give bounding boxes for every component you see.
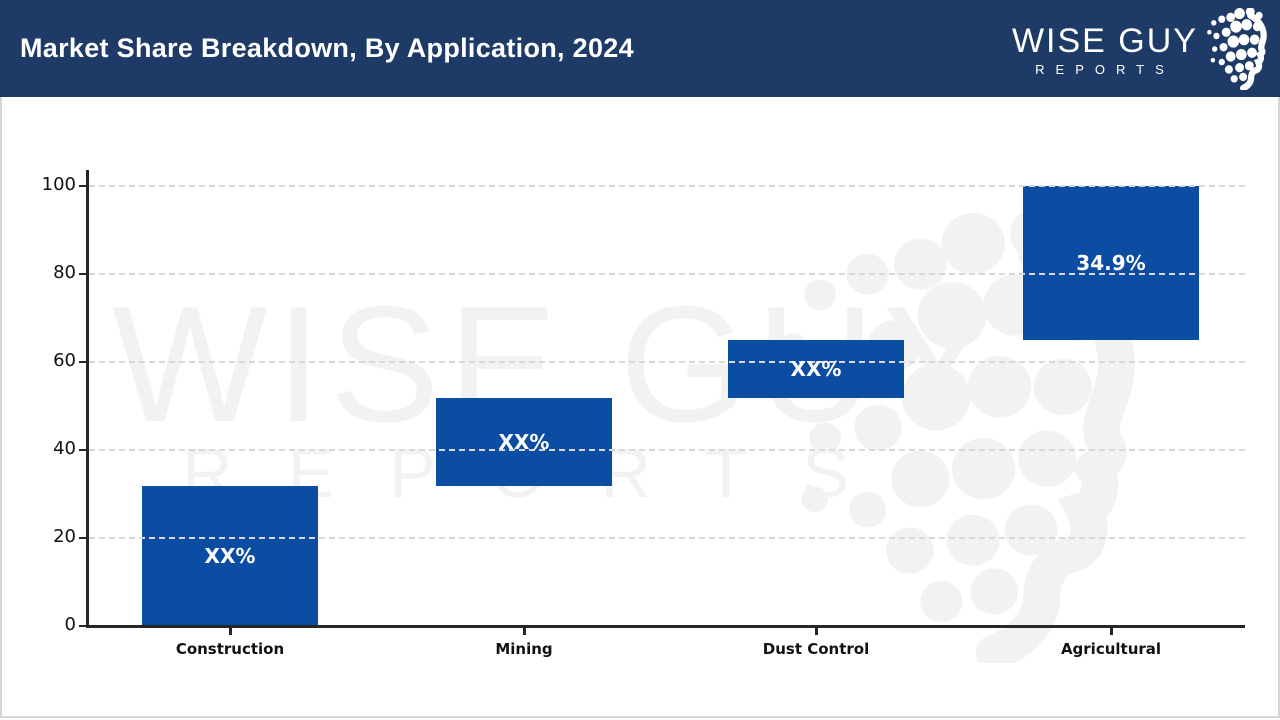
y-tick-label-0: 0 <box>64 614 76 635</box>
x-axis-label-construction: Construction <box>175 640 285 658</box>
y-tick-label-20: 20 <box>53 526 76 547</box>
y-tick-label-80: 80 <box>53 262 76 283</box>
y-tick-label-60: 60 <box>53 350 76 371</box>
bar-construction <box>142 486 318 626</box>
y-tick-20 <box>79 537 88 539</box>
y-tick-label-40: 40 <box>53 438 76 459</box>
wise-guy-logo: WISE GUY REPORTS <box>1012 6 1268 92</box>
y-tick-0 <box>79 625 88 627</box>
x-axis-label-dust-control: Dust Control <box>762 640 870 658</box>
logo-subtitle: REPORTS <box>1035 61 1175 77</box>
x-axis-label-agricultural: Agricultural <box>1060 640 1162 658</box>
logo-name: WISE GUY <box>1011 21 1198 60</box>
y-tick-80 <box>79 273 88 275</box>
bar-dust-control <box>728 339 904 399</box>
gridline-80 <box>89 273 1245 275</box>
y-tick-40 <box>79 449 88 451</box>
bar-agricultural <box>1023 186 1199 340</box>
y-axis-line <box>86 170 89 628</box>
gridline-60 <box>89 361 1245 363</box>
gridline-40 <box>89 449 1245 451</box>
x-tick-dust-control <box>815 628 818 635</box>
y-tick-label-100: 100 <box>41 174 76 195</box>
logo-text: WISE GUY REPORTS <box>1012 22 1198 77</box>
x-tick-agricultural <box>1110 628 1113 635</box>
logo-head-icon <box>1207 8 1267 90</box>
x-tick-construction <box>229 628 232 635</box>
x-axis-line <box>86 625 1245 628</box>
gridline-100 <box>89 185 1245 187</box>
y-tick-60 <box>79 361 88 363</box>
bar-mining <box>436 398 612 487</box>
gridline-20 <box>89 537 1245 539</box>
header-bar: Market Share Breakdown, By Application, … <box>0 0 1280 97</box>
page-title: Market Share Breakdown, By Application, … <box>20 33 634 63</box>
x-tick-mining <box>523 628 526 635</box>
x-axis-label-mining: Mining <box>495 640 553 658</box>
y-tick-100 <box>79 185 88 187</box>
